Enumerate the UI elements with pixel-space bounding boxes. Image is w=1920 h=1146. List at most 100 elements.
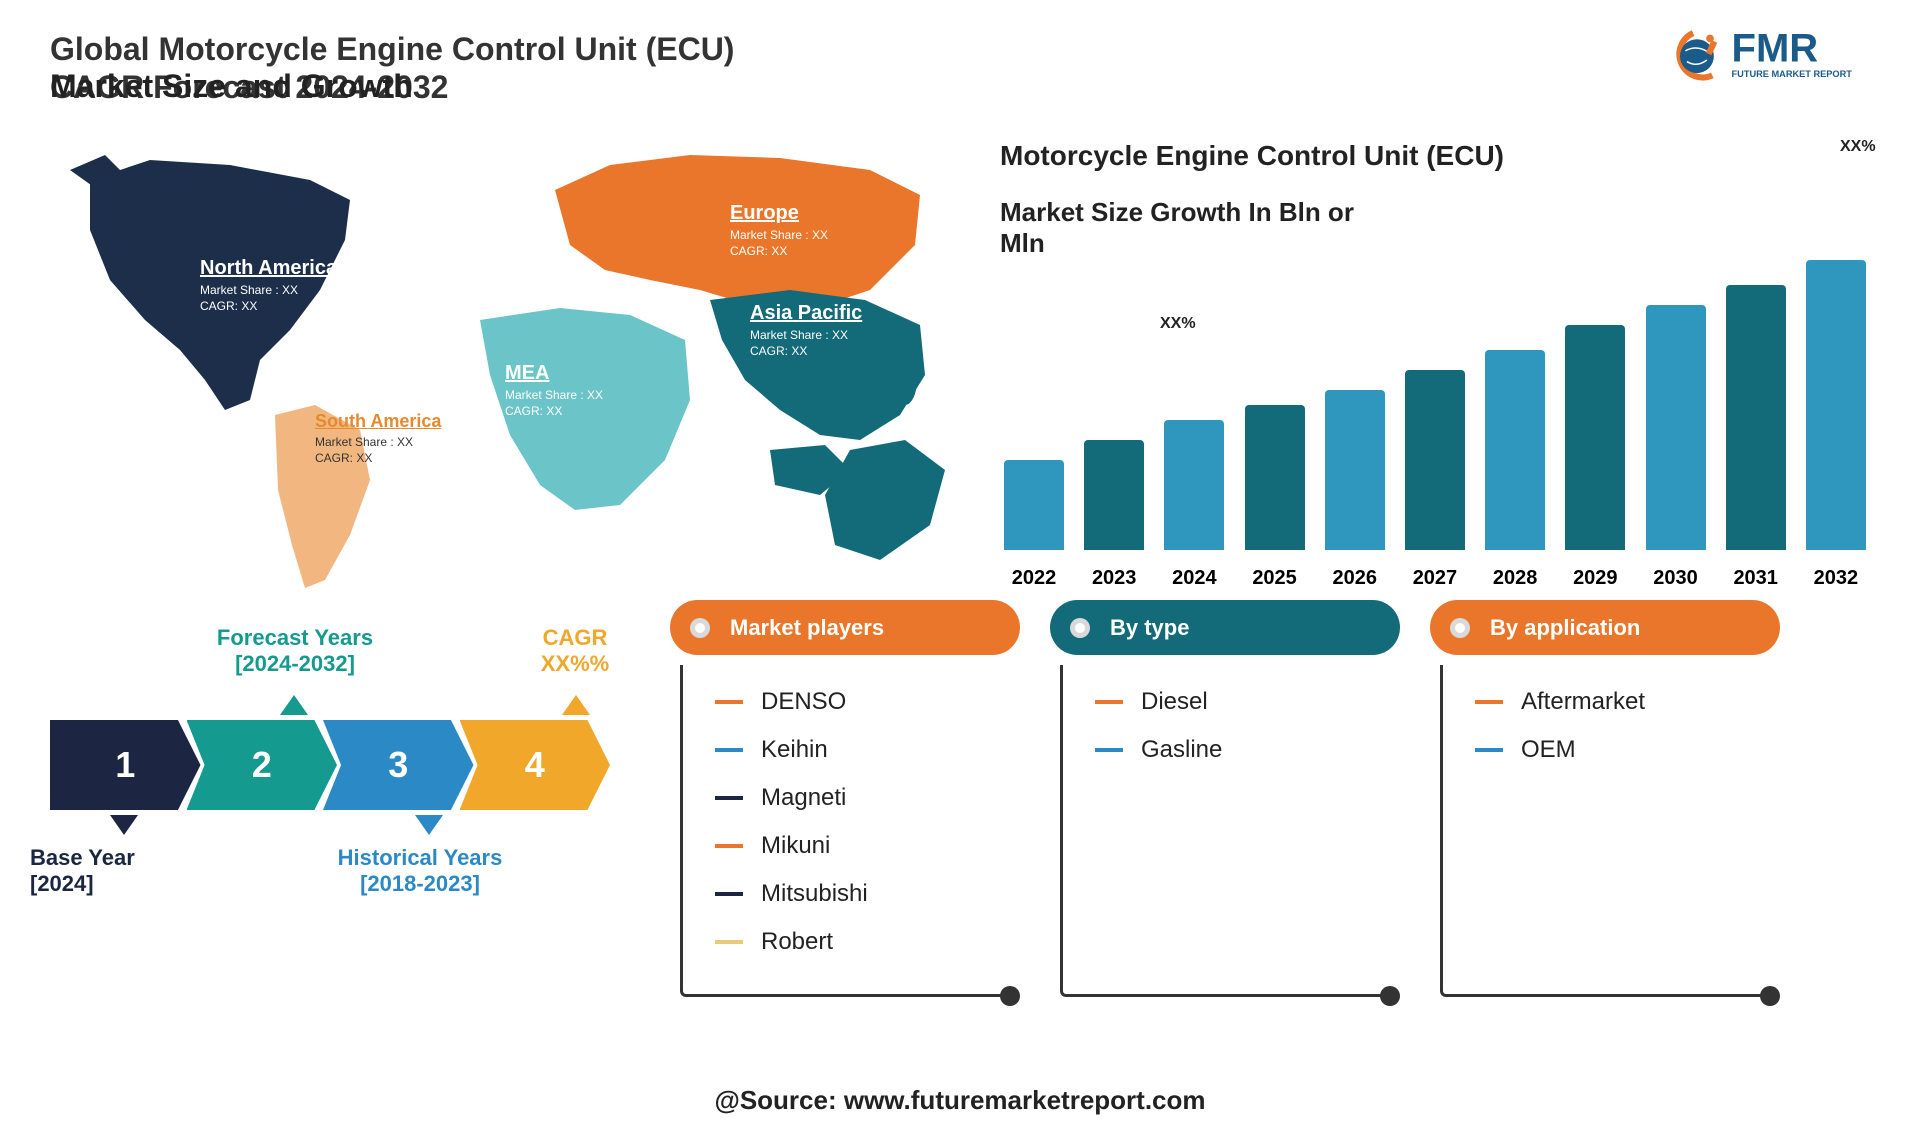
- list-item: Robert: [715, 918, 868, 966]
- list-dash-icon: [1475, 748, 1503, 752]
- pill-label: By type: [1110, 615, 1189, 641]
- list-dash-icon: [715, 844, 743, 848]
- bar-rect: [1405, 370, 1465, 550]
- pill-header: By type: [1050, 600, 1400, 655]
- title-overlap: Market Size and Growth: [50, 68, 413, 105]
- section-by-type: By typeDieselGasline: [1050, 600, 1400, 655]
- list-dash-icon: [1095, 700, 1123, 704]
- list-dash-icon: [715, 700, 743, 704]
- list-item: Aftermarket: [1475, 678, 1645, 726]
- list-dash-icon: [715, 796, 743, 800]
- list-item-text: Gasline: [1141, 736, 1222, 764]
- label-europe: Europe Market Share : XX CAGR: XX: [730, 200, 828, 259]
- xaxis-label: 2023: [1080, 567, 1148, 590]
- list-item: DENSO: [715, 678, 868, 726]
- bar-2023: [1080, 440, 1148, 550]
- list-item-text: Aftermarket: [1521, 688, 1645, 716]
- pct-label: XX%: [1840, 138, 1876, 156]
- bar-2025: [1241, 405, 1309, 550]
- timeline-steps: 1 2 3 4: [50, 720, 610, 810]
- label-north-america: North America Market Share : XX CAGR: XX: [200, 255, 337, 314]
- bar-rect: [1646, 305, 1706, 550]
- bar-rect: [1485, 350, 1545, 550]
- bar-2031: [1722, 285, 1790, 550]
- list-item: Diesel: [1095, 678, 1222, 726]
- source-attribution: @Source: www.futuremarketreport.com: [0, 1085, 1920, 1116]
- world-map: North America Market Share : XX CAGR: XX…: [50, 150, 950, 590]
- bar-2032: [1802, 260, 1870, 550]
- label-mea: MEA Market Share : XX CAGR: XX: [505, 360, 603, 419]
- list-item: Mikuni: [715, 822, 868, 870]
- bar-rect: [1245, 405, 1305, 550]
- bar-rect: [1726, 285, 1786, 550]
- list-item-text: Mitsubishi: [761, 880, 868, 908]
- bar-rect: [1084, 440, 1144, 550]
- list-dash-icon: [715, 748, 743, 752]
- list-dash-icon: [1475, 700, 1503, 704]
- chart-title: Motorcycle Engine Control Unit (ECU): [1000, 140, 1870, 172]
- bar-rect: [1565, 325, 1625, 550]
- xaxis-label: 2031: [1722, 567, 1790, 590]
- forecast-label: Forecast Years [2024-2032]: [195, 625, 395, 677]
- base-year-label: Base Year [2024]: [30, 845, 230, 897]
- label-south-america: South America Market Share : XX CAGR: XX: [315, 410, 441, 467]
- list-item-text: Robert: [761, 928, 833, 956]
- step-3: 3: [323, 720, 474, 810]
- bar-2030: [1642, 305, 1710, 550]
- historical-label: Historical Years [2018-2023]: [320, 845, 520, 897]
- xaxis-label: 2022: [1000, 567, 1068, 590]
- list-item-text: Keihin: [761, 736, 828, 764]
- bar-2027: [1401, 370, 1469, 550]
- bar-rect: [1004, 460, 1064, 550]
- bar-2029: [1561, 325, 1629, 550]
- xaxis-label: 2025: [1241, 567, 1309, 590]
- bar-rect: [1164, 420, 1224, 550]
- bar-chart: Motorcycle Engine Control Unit (ECU) Mar…: [1000, 140, 1870, 590]
- historical-arrow-icon: [415, 815, 443, 835]
- section-list: AftermarketOEM: [1475, 678, 1645, 774]
- bar-2022: [1000, 460, 1068, 550]
- chart-xaxis: 2022202320242025202620272028202920302031…: [1000, 567, 1870, 590]
- list-item-text: DENSO: [761, 688, 846, 716]
- section-by-application: By applicationAftermarketOEM: [1430, 600, 1780, 655]
- page-title-area: Global Motorcycle Engine Control Unit (E…: [50, 30, 750, 107]
- xaxis-label: 2029: [1561, 567, 1629, 590]
- list-item-text: Mikuni: [761, 832, 830, 860]
- xaxis-label: 2026: [1321, 567, 1389, 590]
- pill-label: Market players: [730, 615, 884, 641]
- pill-header: By application: [1430, 600, 1780, 655]
- bar-2026: [1321, 390, 1389, 550]
- bar-2028: [1481, 350, 1549, 550]
- list-item: Keihin: [715, 726, 868, 774]
- title-line-1: Global Motorcycle Engine Control Unit (E…: [50, 30, 750, 68]
- list-item-text: Magneti: [761, 784, 846, 812]
- pct-label: XX%: [1160, 315, 1196, 333]
- pill-dot-icon: [690, 618, 710, 638]
- pill-label: By application: [1490, 615, 1640, 641]
- logo-subtitle: FUTURE MARKET REPORT: [1732, 69, 1853, 79]
- list-item: Mitsubishi: [715, 870, 868, 918]
- section-list: Diesel Gasline: [1095, 678, 1222, 774]
- bar-rect: [1806, 260, 1866, 550]
- base-arrow-icon: [110, 815, 138, 835]
- xaxis-label: 2027: [1401, 567, 1469, 590]
- bars-row: [1000, 250, 1870, 550]
- xaxis-label: 2028: [1481, 567, 1549, 590]
- xaxis-label: 2032: [1802, 567, 1870, 590]
- step-2: 2: [187, 720, 338, 810]
- pill-header: Market players: [670, 600, 1020, 655]
- logo-text: FMR: [1732, 27, 1819, 71]
- bar-2024: [1160, 420, 1228, 550]
- section-list: DENSO Keihin Magneti Mikuni Mitsubishi Robert: [715, 678, 868, 966]
- logo-globe-icon: [1679, 33, 1717, 77]
- list-item-text: Diesel: [1141, 688, 1208, 716]
- cagr-arrow-icon: [562, 695, 590, 715]
- list-dash-icon: [715, 940, 743, 944]
- fmr-logo: FMR FUTURE MARKET REPORT: [1670, 20, 1870, 100]
- step-4: 4: [460, 720, 611, 810]
- cagr-label: CAGR XX%%: [475, 625, 675, 677]
- list-item: Gasline: [1095, 726, 1222, 774]
- pill-dot-icon: [1450, 618, 1470, 638]
- list-dash-icon: [715, 892, 743, 896]
- xaxis-label: 2030: [1642, 567, 1710, 590]
